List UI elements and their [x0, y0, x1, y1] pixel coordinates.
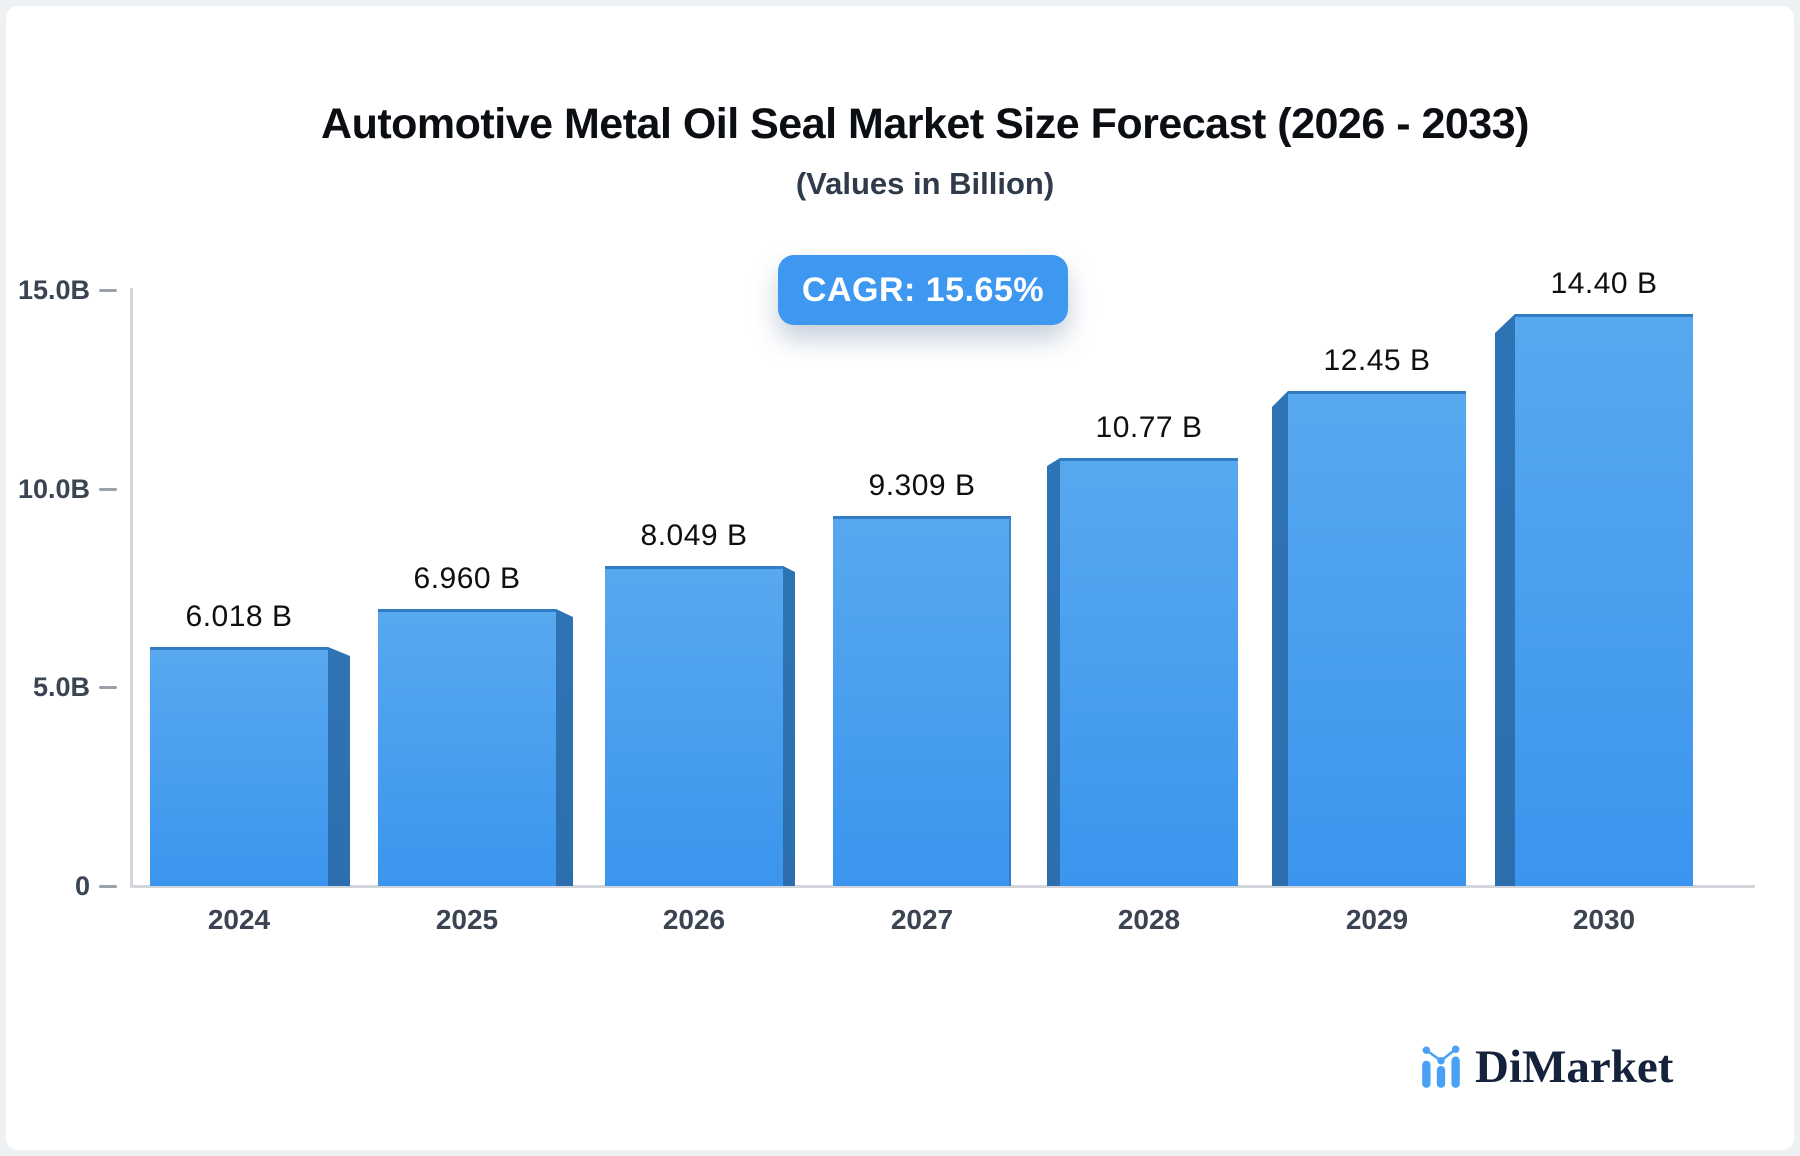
- bar-side-face-2028: [1047, 458, 1060, 886]
- bar-side-face-2029: [1272, 391, 1288, 886]
- bar-side-face-2026: [783, 566, 795, 886]
- dimarket-logo-text: DiMarket: [1475, 1041, 1674, 1093]
- bar-2028: [1060, 458, 1238, 886]
- y-tick-label: 10.0B: [17, 474, 90, 504]
- y-tick-dash: [99, 488, 117, 491]
- bar-2027: [833, 516, 1011, 886]
- dimarket-logo-icon: [1422, 1045, 1460, 1088]
- y-tick-dash: [99, 686, 117, 689]
- x-tick-label-2029: 2029: [1345, 904, 1409, 935]
- bar-2024: [150, 647, 328, 886]
- bar-value-label-2025: 6.960 B: [413, 562, 521, 595]
- bar-value-label-2027: 9.309 B: [868, 469, 976, 502]
- y-tick-label: 15.0B: [17, 275, 90, 305]
- bar-side-face-2025: [556, 609, 573, 886]
- bar-2026: [605, 566, 783, 886]
- x-tick-label-2025: 2025: [435, 904, 499, 935]
- y-axis-line: [130, 288, 133, 887]
- x-axis-line: [130, 885, 1755, 888]
- cagr-badge: CAGR: 15.65%: [778, 255, 1068, 325]
- x-tick-label-2026: 2026: [662, 904, 726, 935]
- x-tick-label-2027: 2027: [890, 904, 954, 935]
- y-tick-dash: [99, 885, 117, 888]
- x-tick-label-2030: 2030: [1572, 904, 1636, 935]
- y-tick-dash: [99, 289, 117, 292]
- bar-side-face-2030: [1495, 314, 1515, 886]
- bar-value-label-2026: 8.049 B: [640, 519, 748, 552]
- dimarket-logo: DiMarket: [1420, 1038, 1673, 1096]
- bar-value-label-2024: 6.018 B: [185, 600, 293, 633]
- y-tick-label: 0: [74, 871, 90, 901]
- bar-value-label-2029: 12.45 B: [1323, 344, 1431, 377]
- bar-2025: [378, 609, 556, 886]
- chart-title: Automotive Metal Oil Seal Market Size Fo…: [321, 100, 1529, 148]
- chart-subtitle: (Values in Billion): [795, 166, 1055, 201]
- bar-2030: [1515, 314, 1693, 886]
- bar-2029: [1288, 391, 1466, 886]
- bar-value-label-2030: 14.40 B: [1550, 267, 1658, 300]
- cagr-badge-label: CAGR: 15.65%: [801, 270, 1045, 309]
- x-tick-label-2028: 2028: [1117, 904, 1181, 935]
- bar-side-face-2024: [328, 647, 350, 886]
- bar-value-label-2028: 10.77 B: [1095, 411, 1203, 444]
- x-tick-label-2024: 2024: [207, 904, 271, 935]
- y-tick-label: 5.0B: [32, 672, 90, 702]
